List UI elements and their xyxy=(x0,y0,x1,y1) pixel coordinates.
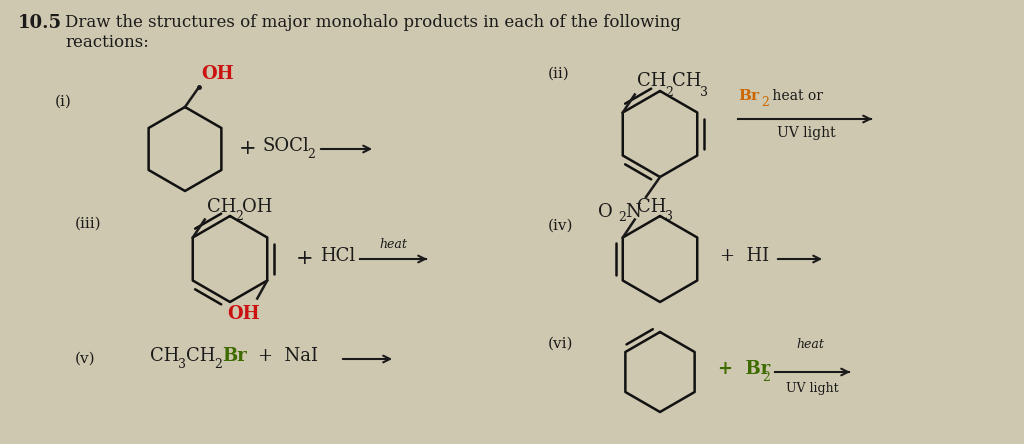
Text: heat: heat xyxy=(379,238,407,251)
Text: (ii): (ii) xyxy=(548,67,569,81)
Text: +  NaI: + NaI xyxy=(258,347,318,365)
Text: 3: 3 xyxy=(699,86,708,99)
Text: reactions:: reactions: xyxy=(65,34,148,51)
Text: UV light: UV light xyxy=(776,126,836,140)
Text: 3: 3 xyxy=(665,210,673,223)
Text: (vi): (vi) xyxy=(548,337,573,351)
Text: CH: CH xyxy=(150,347,179,365)
Text: CH: CH xyxy=(207,198,237,215)
Text: +  HI: + HI xyxy=(720,247,769,265)
Text: CH: CH xyxy=(186,347,215,365)
Text: 2: 2 xyxy=(214,357,222,370)
Text: 2: 2 xyxy=(762,370,770,384)
Text: CH: CH xyxy=(672,72,701,91)
Text: HCl: HCl xyxy=(319,247,355,265)
Text: (iii): (iii) xyxy=(75,217,101,231)
Text: heat or: heat or xyxy=(768,89,823,103)
Text: CH: CH xyxy=(637,72,667,91)
Text: 10.5: 10.5 xyxy=(18,14,62,32)
Text: OH: OH xyxy=(242,198,272,215)
Text: Draw the structures of major monohalo products in each of the following: Draw the structures of major monohalo pr… xyxy=(65,14,681,31)
Text: 2: 2 xyxy=(234,210,243,223)
Text: CH: CH xyxy=(637,198,667,215)
Text: +: + xyxy=(296,250,313,269)
Text: (iv): (iv) xyxy=(548,219,573,233)
Text: 2: 2 xyxy=(618,211,626,224)
Text: 2: 2 xyxy=(665,86,673,99)
Text: 2: 2 xyxy=(307,147,314,160)
Text: OH: OH xyxy=(227,305,260,322)
Text: N: N xyxy=(625,203,641,221)
Text: (v): (v) xyxy=(75,352,95,366)
Text: +: + xyxy=(240,139,257,159)
Text: (i): (i) xyxy=(55,95,72,109)
Text: O: O xyxy=(598,203,612,221)
Text: SOCl: SOCl xyxy=(262,137,309,155)
Text: +  Br: + Br xyxy=(718,360,770,378)
Text: heat: heat xyxy=(796,338,824,351)
Text: UV light: UV light xyxy=(785,382,839,395)
Text: 2: 2 xyxy=(761,95,769,108)
Text: Br: Br xyxy=(738,89,759,103)
Text: Br: Br xyxy=(222,347,247,365)
Text: 3: 3 xyxy=(178,357,186,370)
Text: OH: OH xyxy=(201,65,233,83)
